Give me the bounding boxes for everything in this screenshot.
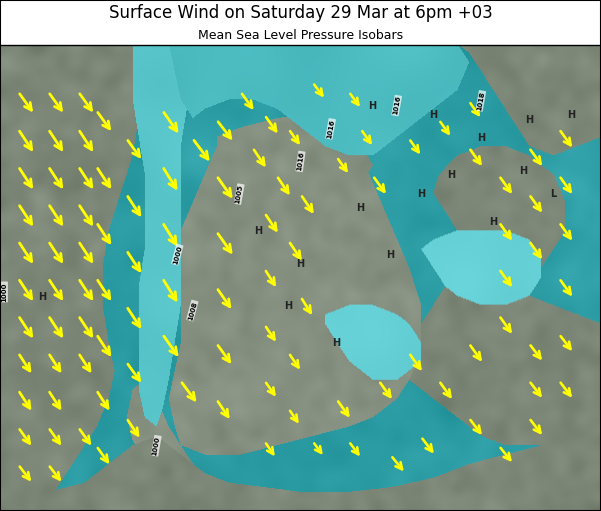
Text: H: H <box>38 292 46 301</box>
Text: H: H <box>332 338 341 348</box>
Text: H: H <box>254 226 263 237</box>
Text: H: H <box>567 110 575 120</box>
Text: H: H <box>284 301 293 311</box>
Text: Mean Sea Level Pressure Isobars: Mean Sea Level Pressure Isobars <box>198 29 403 41</box>
Text: H: H <box>416 189 425 199</box>
Text: L: L <box>550 189 556 199</box>
Text: H: H <box>356 203 365 213</box>
Text: H: H <box>489 217 497 227</box>
Text: H: H <box>368 101 377 110</box>
Text: 1016: 1016 <box>392 96 401 115</box>
Text: 1000: 1000 <box>1 282 7 301</box>
Text: Surface Wind on Saturday 29 Mar at 6pm +03: Surface Wind on Saturday 29 Mar at 6pm +… <box>109 5 492 22</box>
Text: H: H <box>429 110 437 120</box>
Text: H: H <box>386 250 395 260</box>
Text: H: H <box>519 166 527 176</box>
Text: 1000: 1000 <box>172 244 183 265</box>
Text: 1008: 1008 <box>187 300 198 321</box>
Text: 1016: 1016 <box>326 119 335 139</box>
Text: 1018: 1018 <box>476 91 486 111</box>
Text: H: H <box>477 133 485 143</box>
Text: 1016: 1016 <box>296 151 305 172</box>
Text: 1005: 1005 <box>234 184 244 204</box>
Text: H: H <box>525 114 533 125</box>
Text: 1000: 1000 <box>151 436 161 456</box>
Text: H: H <box>447 171 455 180</box>
Text: H: H <box>296 259 305 269</box>
